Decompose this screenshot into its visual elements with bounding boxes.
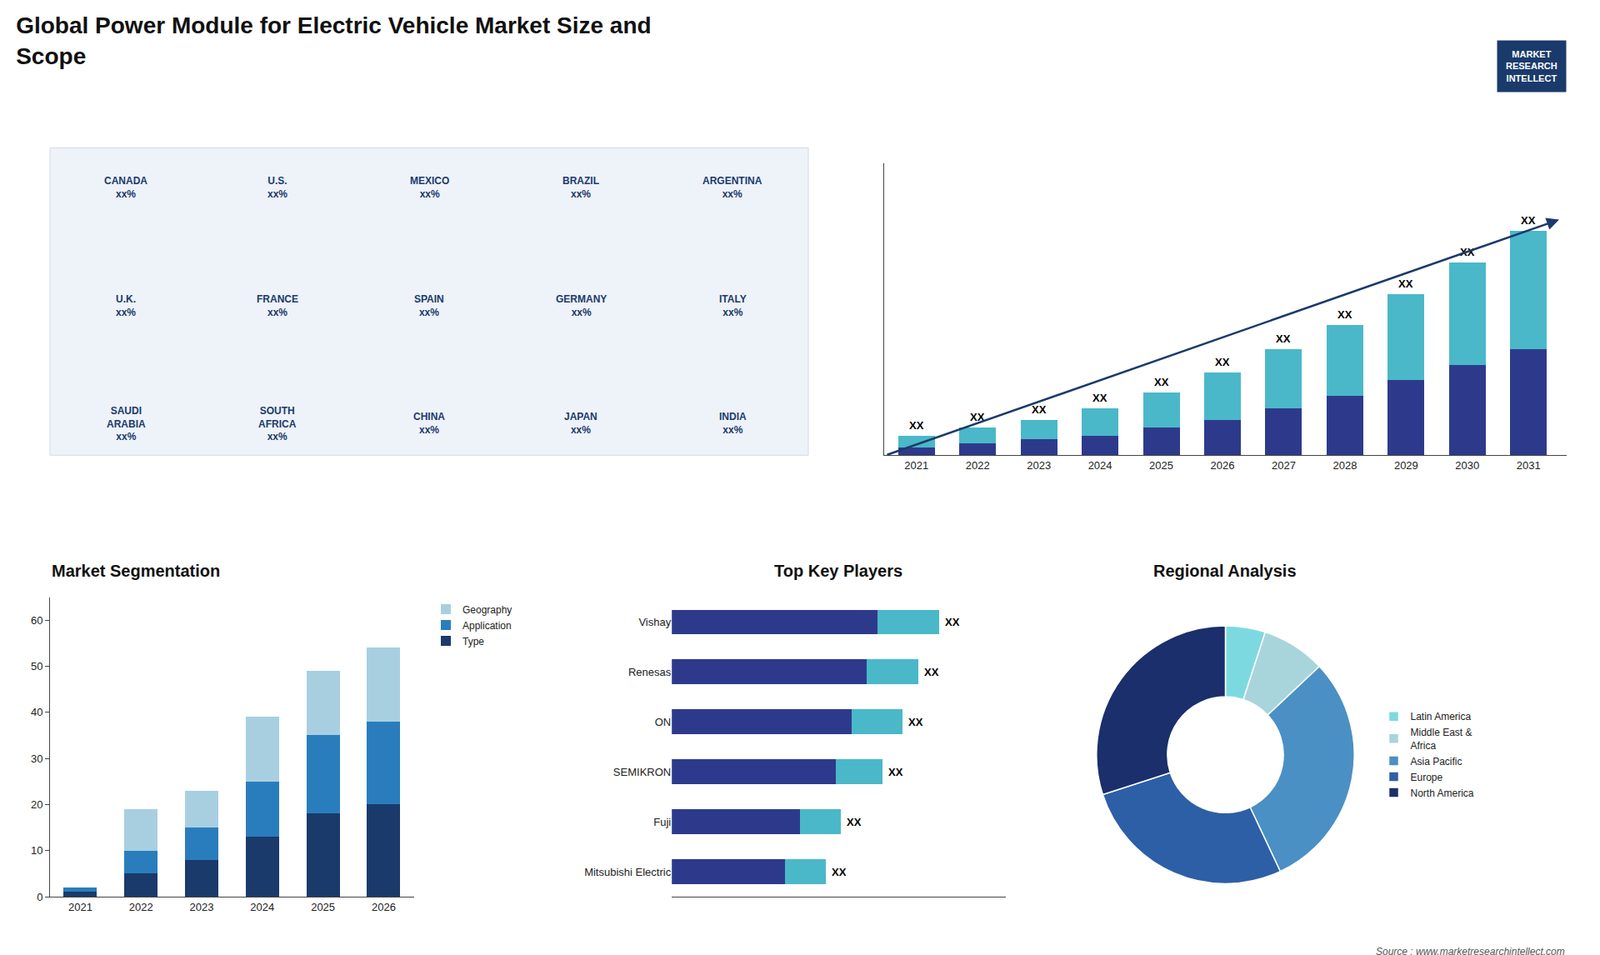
svg-text:ITALYxx%: ITALYxx% [719, 293, 747, 319]
svg-text:SEMIKRON: SEMIKRON [613, 765, 671, 779]
svg-text:XX: XX [908, 715, 924, 729]
svg-text:SAUDIARABIAxx%: SAUDIARABIAxx% [106, 405, 146, 443]
svg-text:Middle East &Africa: Middle East &Africa [1410, 726, 1473, 752]
svg-text:Vishay: Vishay [638, 615, 671, 629]
svg-text:Application: Application [462, 620, 512, 632]
svg-text:GERMANYxx%: GERMANYxx% [555, 293, 607, 319]
svg-text:Global Power Module for Electr: Global Power Module for Electric Vehicle… [15, 12, 651, 69]
svg-text:Top Key Players: Top Key Players [774, 561, 903, 580]
svg-text:2029: 2029 [1394, 459, 1419, 472]
svg-text:ARGENTINAxx%: ARGENTINAxx% [702, 175, 763, 200]
svg-text:0: 0 [36, 890, 43, 904]
svg-text:Fuji: Fuji [653, 815, 671, 829]
svg-text:SPAINxx%: SPAINxx% [414, 293, 445, 319]
svg-text:2021: 2021 [904, 459, 929, 472]
svg-text:ON: ON [655, 715, 672, 729]
svg-text:XX: XX [970, 410, 985, 424]
svg-text:INDIAxx%: INDIAxx% [719, 410, 747, 436]
svg-text:MARKETRESEARCHINTELLECT: MARKETRESEARCHINTELLECT [1505, 49, 1558, 84]
svg-text:XX: XX [924, 665, 940, 679]
svg-text:Renesas: Renesas [628, 665, 672, 679]
svg-text:2026: 2026 [1210, 459, 1235, 472]
svg-text:2025: 2025 [310, 900, 335, 914]
svg-text:XX: XX [909, 419, 925, 432]
svg-text:Geography: Geography [462, 604, 512, 616]
svg-text:U.K.xx%: U.K.xx% [115, 293, 136, 319]
svg-text:2021: 2021 [68, 900, 93, 914]
svg-text:Mitsubishi Electric: Mitsubishi Electric [584, 865, 672, 879]
svg-text:40: 40 [30, 705, 43, 719]
svg-text:2023: 2023 [190, 900, 215, 914]
svg-text:MEXICOxx%: MEXICOxx% [410, 175, 450, 200]
svg-text:30: 30 [30, 752, 43, 765]
svg-text:Latin America: Latin America [1410, 710, 1472, 723]
svg-text:XX: XX [945, 615, 960, 629]
svg-text:2025: 2025 [1149, 459, 1174, 472]
svg-text:2024: 2024 [250, 900, 275, 914]
svg-text:North America: North America [1410, 787, 1475, 800]
svg-text:CANADAxx%: CANADAxx% [104, 175, 148, 200]
svg-text:FRANCExx%: FRANCExx% [256, 293, 299, 319]
svg-text:XX: XX [1460, 245, 1475, 259]
svg-text:20: 20 [30, 798, 43, 811]
svg-text:10: 10 [30, 844, 43, 857]
svg-text:60: 60 [30, 614, 43, 627]
svg-text:XX: XX [846, 815, 862, 829]
svg-text:XX: XX [1337, 308, 1353, 321]
svg-text:2022: 2022 [965, 459, 990, 472]
svg-text:2026: 2026 [371, 900, 396, 914]
svg-text:JAPANxx%: JAPANxx% [564, 410, 598, 436]
svg-text:Source : www.marketresearchint: Source : www.marketresearchintellect.com [1375, 945, 1565, 955]
svg-text:U.S.xx%: U.S.xx% [267, 175, 288, 200]
svg-text:CHINAxx%: CHINAxx% [413, 410, 445, 436]
svg-text:Asia Pacific: Asia Pacific [1410, 755, 1463, 768]
svg-text:XX: XX [1154, 375, 1170, 389]
svg-text:XX: XX [1398, 277, 1414, 290]
svg-text:2024: 2024 [1088, 459, 1113, 472]
svg-text:2028: 2028 [1332, 459, 1357, 472]
svg-text:Market Segmentation: Market Segmentation [51, 561, 220, 580]
svg-text:2030: 2030 [1455, 459, 1480, 472]
svg-text:Europe: Europe [1410, 771, 1444, 784]
svg-text:BRAZILxx%: BRAZILxx% [562, 175, 600, 200]
svg-text:XX: XX [888, 765, 904, 779]
svg-text:2027: 2027 [1271, 459, 1296, 472]
svg-text:XX: XX [1275, 332, 1291, 345]
svg-text:XX: XX [1520, 214, 1536, 227]
svg-text:2023: 2023 [1026, 459, 1051, 472]
svg-text:Type: Type [462, 635, 485, 648]
svg-text:XX: XX [1215, 355, 1230, 369]
svg-text:XX: XX [831, 865, 847, 879]
svg-text:SOUTHAFRICAxx%: SOUTHAFRICAxx% [258, 405, 297, 443]
svg-text:Regional Analysis: Regional Analysis [1153, 561, 1297, 580]
svg-text:XX: XX [1031, 403, 1047, 416]
svg-text:2022: 2022 [129, 900, 154, 914]
svg-text:XX: XX [1092, 391, 1108, 405]
svg-text:2031: 2031 [1516, 459, 1541, 472]
svg-text:50: 50 [30, 660, 43, 673]
